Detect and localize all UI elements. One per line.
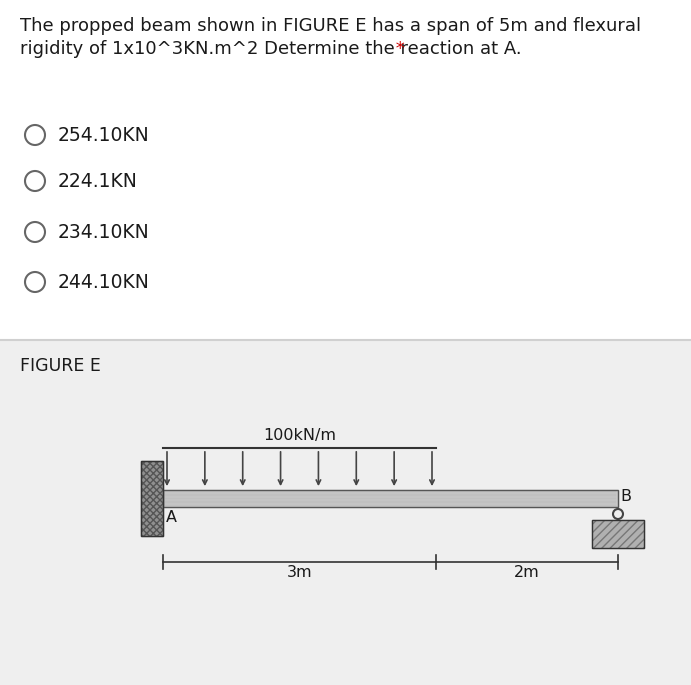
Text: rigidity of 1x10^3KN.m^2 Determine the reaction at A.: rigidity of 1x10^3KN.m^2 Determine the r… <box>20 40 522 58</box>
Bar <box>163 490 618 507</box>
Text: 2m: 2m <box>514 565 540 580</box>
Text: FIGURE E: FIGURE E <box>20 357 101 375</box>
Bar <box>592 520 644 548</box>
Text: 224.1KN: 224.1KN <box>58 171 138 190</box>
Bar <box>0 340 691 685</box>
Text: 254.10KN: 254.10KN <box>58 125 150 145</box>
Bar <box>163 490 618 507</box>
Bar <box>592 520 644 548</box>
Text: A: A <box>166 510 177 525</box>
Text: 244.10KN: 244.10KN <box>58 273 150 292</box>
Text: *: * <box>390 40 405 58</box>
Text: 3m: 3m <box>287 565 312 580</box>
Text: 100kN/m: 100kN/m <box>263 428 336 443</box>
Bar <box>141 461 163 536</box>
Text: B: B <box>620 489 631 504</box>
Text: The propped beam shown in FIGURE E has a span of 5m and flexural: The propped beam shown in FIGURE E has a… <box>20 17 641 35</box>
Bar <box>0 0 691 340</box>
Bar <box>141 461 163 536</box>
Text: 234.10KN: 234.10KN <box>58 223 150 242</box>
Bar <box>592 520 644 548</box>
Bar <box>141 461 163 536</box>
